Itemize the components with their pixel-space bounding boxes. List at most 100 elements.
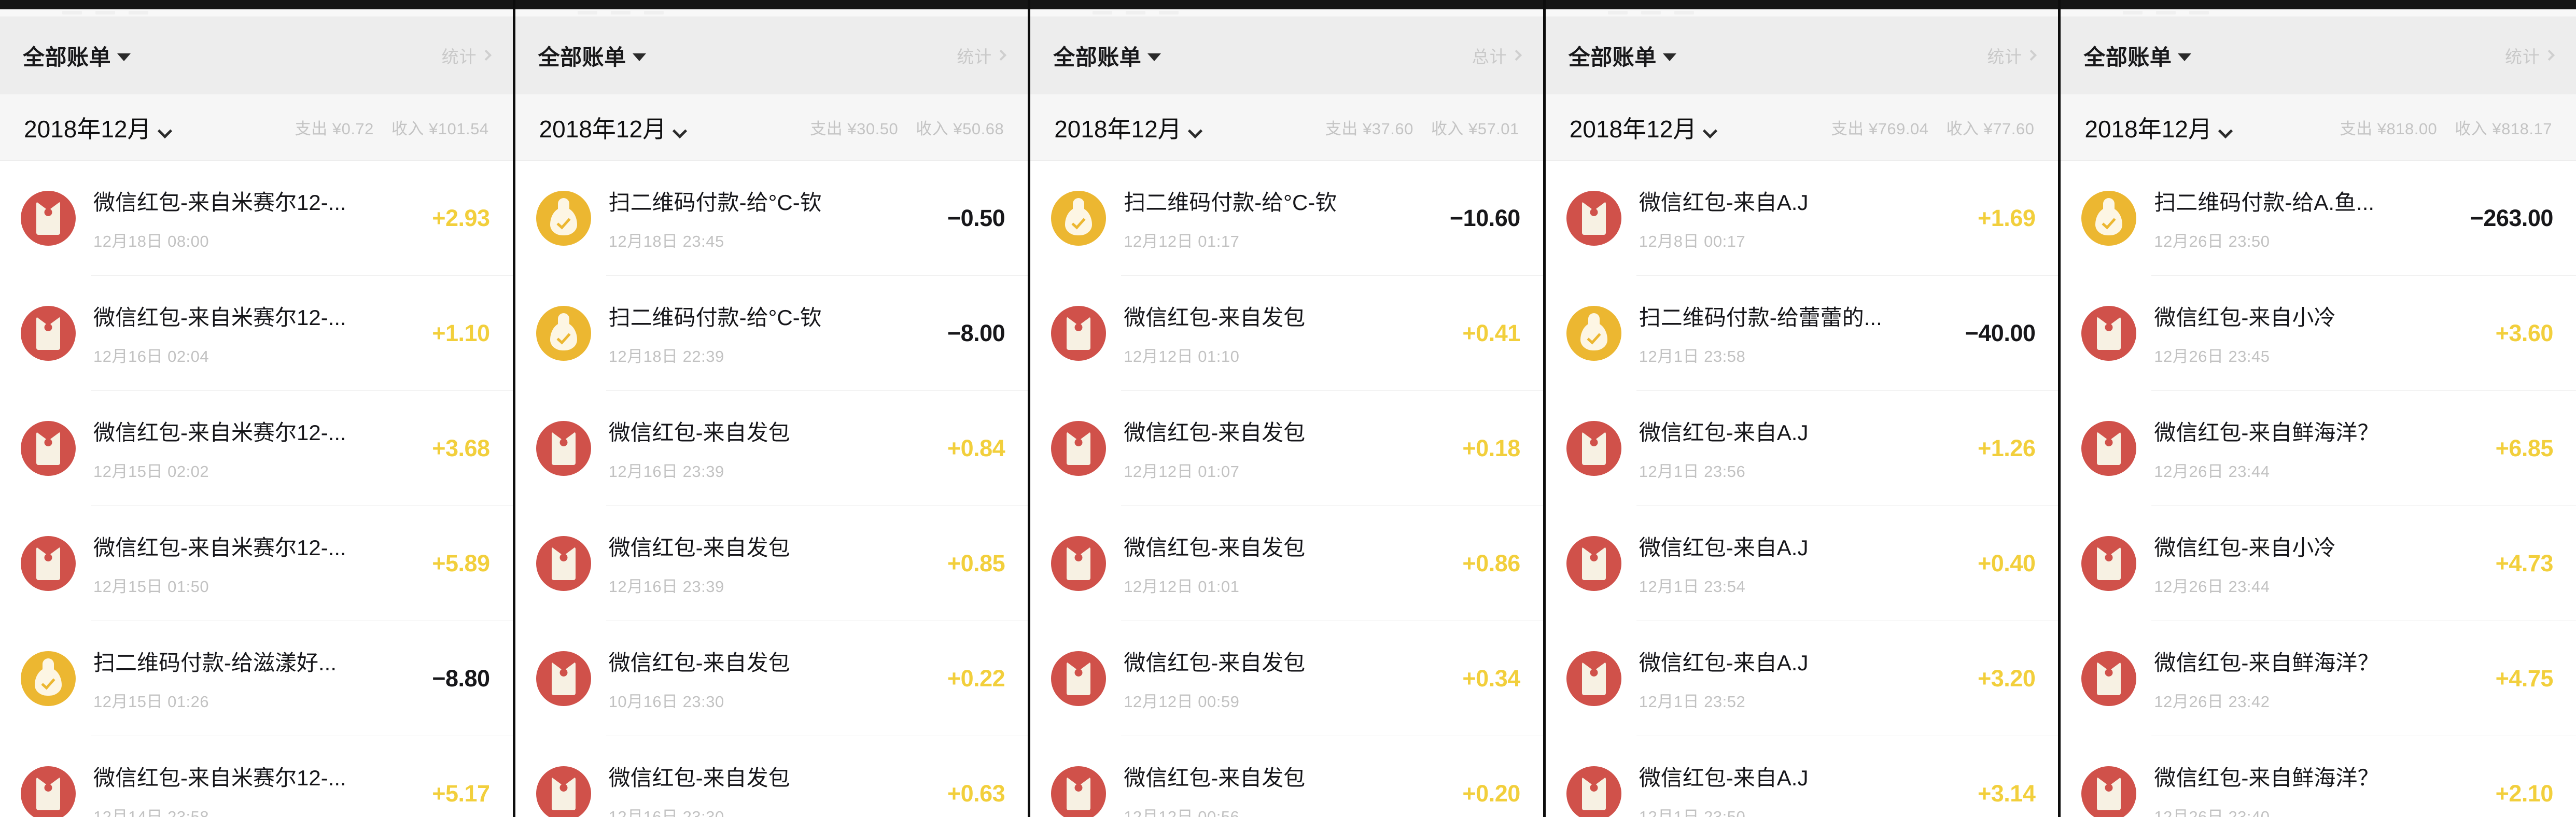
bill-filter-label: 全部账单 (23, 45, 111, 69)
statistics-link[interactable]: 统计 (1987, 43, 2037, 68)
status-icon-placeholder (2156, 11, 2176, 15)
transaction-list[interactable]: 扫二维码付款-给°C-钦 12月12日 01:17 −10.60 微信红包-来自发包 1… (1030, 161, 1543, 817)
statistics-link[interactable]: 总计 (1472, 43, 1522, 68)
transaction-time: 12月8日 00:17 (1639, 232, 1746, 250)
bill-filter-dropdown[interactable]: 全部账单 (1569, 40, 1676, 72)
expense-total: 支出 ¥30.50 (810, 120, 899, 138)
transaction-row[interactable]: 微信红包-来自米赛尔12-... 12月16日 02:04 +1.10 (0, 276, 513, 391)
transaction-list[interactable]: 微信红包-来自A.J 12月8日 00:17 +1.69 扫二维码付款-给蕾蕾的...… (1545, 161, 2059, 817)
transaction-row[interactable]: 扫二维码付款-给°C-钦 12月18日 22:39 −8.00 (515, 276, 1028, 391)
expense-total: 支出 ¥37.60 (1325, 120, 1413, 138)
transaction-row[interactable]: 微信红包-来自鲜海洋？ 12月26日 23:44 +6.85 (2061, 391, 2576, 506)
month-selector[interactable]: 2018年12月 (1054, 110, 1202, 145)
transaction-amount: +3.68 (432, 435, 490, 461)
transaction-time: 12月26日 23:42 (2154, 693, 2270, 711)
transaction-row[interactable]: 微信红包-来自发包 12月12日 01:10 +0.41 (1030, 276, 1543, 391)
transaction-title: 微信红包-来自发包 (608, 536, 790, 560)
red-envelope-icon (1566, 421, 1621, 476)
red-envelope-icon (1051, 306, 1107, 361)
bill-filter-dropdown[interactable]: 全部账单 (538, 40, 646, 72)
red-envelope-icon (1051, 421, 1107, 476)
transaction-title: 扫二维码付款-给滋漾好... (93, 651, 337, 675)
statistics-label: 统计 (1987, 47, 2023, 66)
transaction-title: 扫二维码付款-给蕾蕾的... (1639, 305, 1882, 330)
month-label: 2018年12月 (1569, 115, 1697, 143)
transaction-row[interactable]: 微信红包-来自米赛尔12-... 12月18日 08:00 +2.93 (0, 161, 513, 276)
transaction-time: 12月12日 01:07 (1124, 462, 1240, 481)
status-icon-placeholder (1093, 11, 1113, 15)
transaction-row[interactable]: 微信红包-来自A.J 12月1日 23:52 +3.20 (1546, 621, 2059, 736)
month-selector[interactable]: 2018年12月 (24, 110, 172, 145)
bill-filter-dropdown[interactable]: 全部账单 (2083, 40, 2192, 72)
transaction-time: 12月12日 00:56 (1124, 808, 1240, 817)
transaction-row[interactable]: 扫二维码付款-给滋漾好... 12月15日 01:26 −8.80 (0, 621, 513, 736)
transaction-row[interactable]: 微信红包-来自A.J 12月8日 00:17 +1.69 (1546, 161, 2059, 276)
transaction-row[interactable]: 扫二维码付款-给°C-钦 12月12日 01:17 −10.60 (1030, 161, 1543, 276)
red-envelope-icon (536, 421, 591, 476)
income-total: 收入 ¥77.60 (1946, 120, 2035, 138)
transaction-row[interactable]: 微信红包-来自米赛尔12-... 12月15日 02:02 +3.68 (0, 391, 513, 506)
statistics-link[interactable]: 统计 (2505, 43, 2555, 68)
month-selector[interactable]: 2018年12月 (539, 110, 688, 145)
transaction-info: 微信红包-来自小冷 12月26日 23:45 (2154, 300, 2487, 367)
transaction-row[interactable]: 微信红包-来自发包 12月12日 00:59 +0.34 (1030, 621, 1543, 736)
transaction-row[interactable]: 微信红包-来自小冷 12月26日 23:45 +3.60 (2061, 276, 2576, 391)
transaction-row[interactable]: 微信红包-来自发包 12月16日 23:39 +0.85 (515, 506, 1028, 621)
transaction-row[interactable]: 微信红包-来自A.J 12月1日 23:56 +1.26 (1546, 391, 2059, 506)
transaction-row[interactable]: 扫二维码付款-给蕾蕾的... 12月1日 23:58 −40.00 (1546, 276, 2059, 391)
transaction-info: 微信红包-来自米赛尔12-... 12月15日 01:50 (93, 530, 424, 597)
statistics-link[interactable]: 统计 (441, 43, 492, 68)
status-icon-placeholder (643, 11, 664, 15)
transaction-amount: +6.85 (2495, 435, 2554, 461)
transaction-info: 微信红包-来自小冷 12月26日 23:44 (2154, 530, 2487, 597)
transaction-time: 12月15日 01:50 (93, 577, 209, 596)
transaction-amount: −8.80 (432, 665, 490, 692)
transaction-row[interactable]: 微信红包-来自发包 12月16日 23:39 +0.84 (515, 391, 1028, 506)
red-envelope-icon (2081, 766, 2137, 817)
transaction-row[interactable]: 微信红包-来自发包 12月12日 01:01 +0.86 (1030, 506, 1543, 621)
transaction-row[interactable]: 微信红包-来自A.J 12月1日 23:54 +0.40 (1546, 506, 2059, 621)
transaction-row[interactable]: 微信红包-来自小冷 12月26日 23:44 +4.73 (2061, 506, 2576, 621)
status-icon-placeholder (1674, 11, 1694, 15)
transaction-list[interactable]: 微信红包-来自米赛尔12-... 12月18日 08:00 +2.93 微信红包-来自… (0, 161, 513, 817)
transaction-row[interactable]: 微信红包-来自发包 10月16日 23:30 +0.22 (515, 621, 1028, 736)
red-envelope-icon (2081, 651, 2137, 706)
transaction-title: 微信红包-来自米赛尔12-... (93, 766, 346, 790)
red-envelope-icon (536, 651, 591, 706)
transaction-time: 12月1日 23:58 (1639, 347, 1746, 365)
money-bag-icon (1566, 306, 1621, 361)
red-envelope-icon (536, 766, 591, 817)
statistics-label: 统计 (441, 47, 477, 66)
transaction-row[interactable]: 微信红包-来自鲜海洋？ 12月26日 23:40 +2.10 (2061, 736, 2576, 817)
icon-glyph (2097, 317, 2121, 350)
transaction-row[interactable]: 微信红包-来自鲜海洋？ 12月26日 23:42 +4.75 (2061, 621, 2576, 736)
transaction-row[interactable]: 扫二维码付款-给A.鱼... 12月26日 23:50 −263.00 (2061, 161, 2576, 276)
navbar: 全部账单 统计 (0, 17, 513, 94)
bill-filter-dropdown[interactable]: 全部账单 (1053, 40, 1161, 72)
transaction-row[interactable]: 微信红包-来自米赛尔12-... 12月15日 01:50 +5.89 (0, 506, 513, 621)
transaction-time: 12月18日 22:39 (608, 347, 724, 365)
transaction-list[interactable]: 扫二维码付款-给A.鱼... 12月26日 23:50 −263.00 微信红包-来自… (2061, 161, 2576, 817)
bill-filter-label: 全部账单 (538, 45, 626, 69)
status-icon-placeholder (2123, 11, 2143, 15)
transaction-row[interactable]: 微信红包-来自发包 12月16日 23:30 +0.63 (515, 736, 1028, 817)
transaction-row[interactable]: 微信红包-来自米赛尔12-... 12月14日 23:58 +5.17 (0, 736, 513, 817)
month-selector[interactable]: 2018年12月 (1569, 110, 1718, 145)
statistics-link[interactable]: 统计 (957, 43, 1007, 68)
month-selector[interactable]: 2018年12月 (2084, 110, 2233, 145)
transaction-amount: +0.20 (1462, 780, 1520, 807)
transaction-amount: +0.63 (947, 780, 1005, 807)
transaction-info: 扫二维码付款-给蕾蕾的... 12月1日 23:58 (1639, 300, 1957, 367)
transaction-row[interactable]: 微信红包-来自发包 12月12日 00:56 +0.20 (1030, 736, 1543, 817)
transaction-info: 微信红包-来自A.J 12月8日 00:17 (1639, 185, 1969, 251)
status-icon-placeholder (1159, 11, 1179, 15)
transaction-row[interactable]: 微信红包-来自发包 12月12日 01:07 +0.18 (1030, 391, 1543, 506)
transaction-list[interactable]: 扫二维码付款-给°C-钦 12月18日 23:45 −0.50 扫二维码付款-给°C-… (515, 161, 1028, 817)
transaction-row[interactable]: 扫二维码付款-给°C-钦 12月18日 23:45 −0.50 (515, 161, 1028, 276)
transaction-row[interactable]: 微信红包-来自A.J 12月1日 23:50 +3.14 (1546, 736, 2059, 817)
bill-filter-dropdown[interactable]: 全部账单 (23, 40, 131, 72)
transaction-amount: +0.22 (947, 665, 1005, 692)
transaction-time: 12月14日 23:58 (93, 808, 209, 817)
transaction-amount: +0.41 (1462, 320, 1520, 346)
status-icon-placeholder (2189, 11, 2209, 15)
